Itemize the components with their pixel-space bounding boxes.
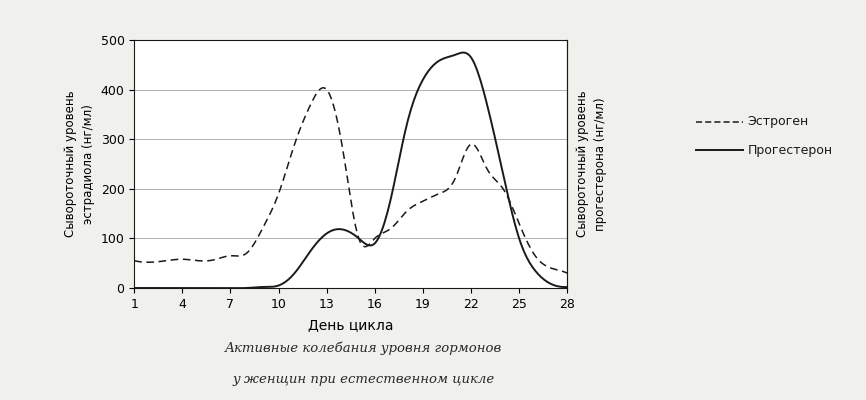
Y-axis label: Сывороточный уровень
прогестерона (нг/мл): Сывороточный уровень прогестерона (нг/мл… <box>576 91 606 237</box>
Прогестерон <box>387 191 397 196</box>
Прогестерон <box>131 286 141 290</box>
Прогестерон <box>129 286 139 290</box>
Эстроген <box>387 225 397 230</box>
Прогестерон <box>525 260 535 265</box>
Text: Активные колебания уровня гормонов: Активные колебания уровня гормонов <box>225 341 502 355</box>
Text: Прогестерон: Прогестерон <box>747 144 833 156</box>
Прогестерон <box>458 50 469 55</box>
Line: Прогестерон: Прогестерон <box>134 52 567 288</box>
Эстроген <box>562 271 572 276</box>
Y-axis label: Сывороточный уровень
эстрадиола (нг/мл): Сывороточный уровень эстрадиола (нг/мл) <box>64 91 95 237</box>
Line: Эстроген: Эстроген <box>134 88 567 273</box>
Эстроген <box>523 241 533 246</box>
Прогестерон <box>235 286 245 290</box>
Text: у женщин при естественном цикле: у женщин при естественном цикле <box>233 374 494 386</box>
X-axis label: День цикла: День цикла <box>308 318 393 332</box>
Эстроген <box>319 86 329 90</box>
Эстроген <box>388 224 398 228</box>
Эстроген <box>131 259 141 264</box>
Прогестерон <box>497 167 507 172</box>
Прогестерон <box>388 184 398 189</box>
Прогестерон <box>562 285 572 290</box>
Эстроген <box>495 183 506 188</box>
Эстроген <box>129 258 139 263</box>
Text: Эстроген: Эстроген <box>747 116 809 128</box>
Прогестерон <box>396 150 406 154</box>
Эстроген <box>396 216 406 220</box>
